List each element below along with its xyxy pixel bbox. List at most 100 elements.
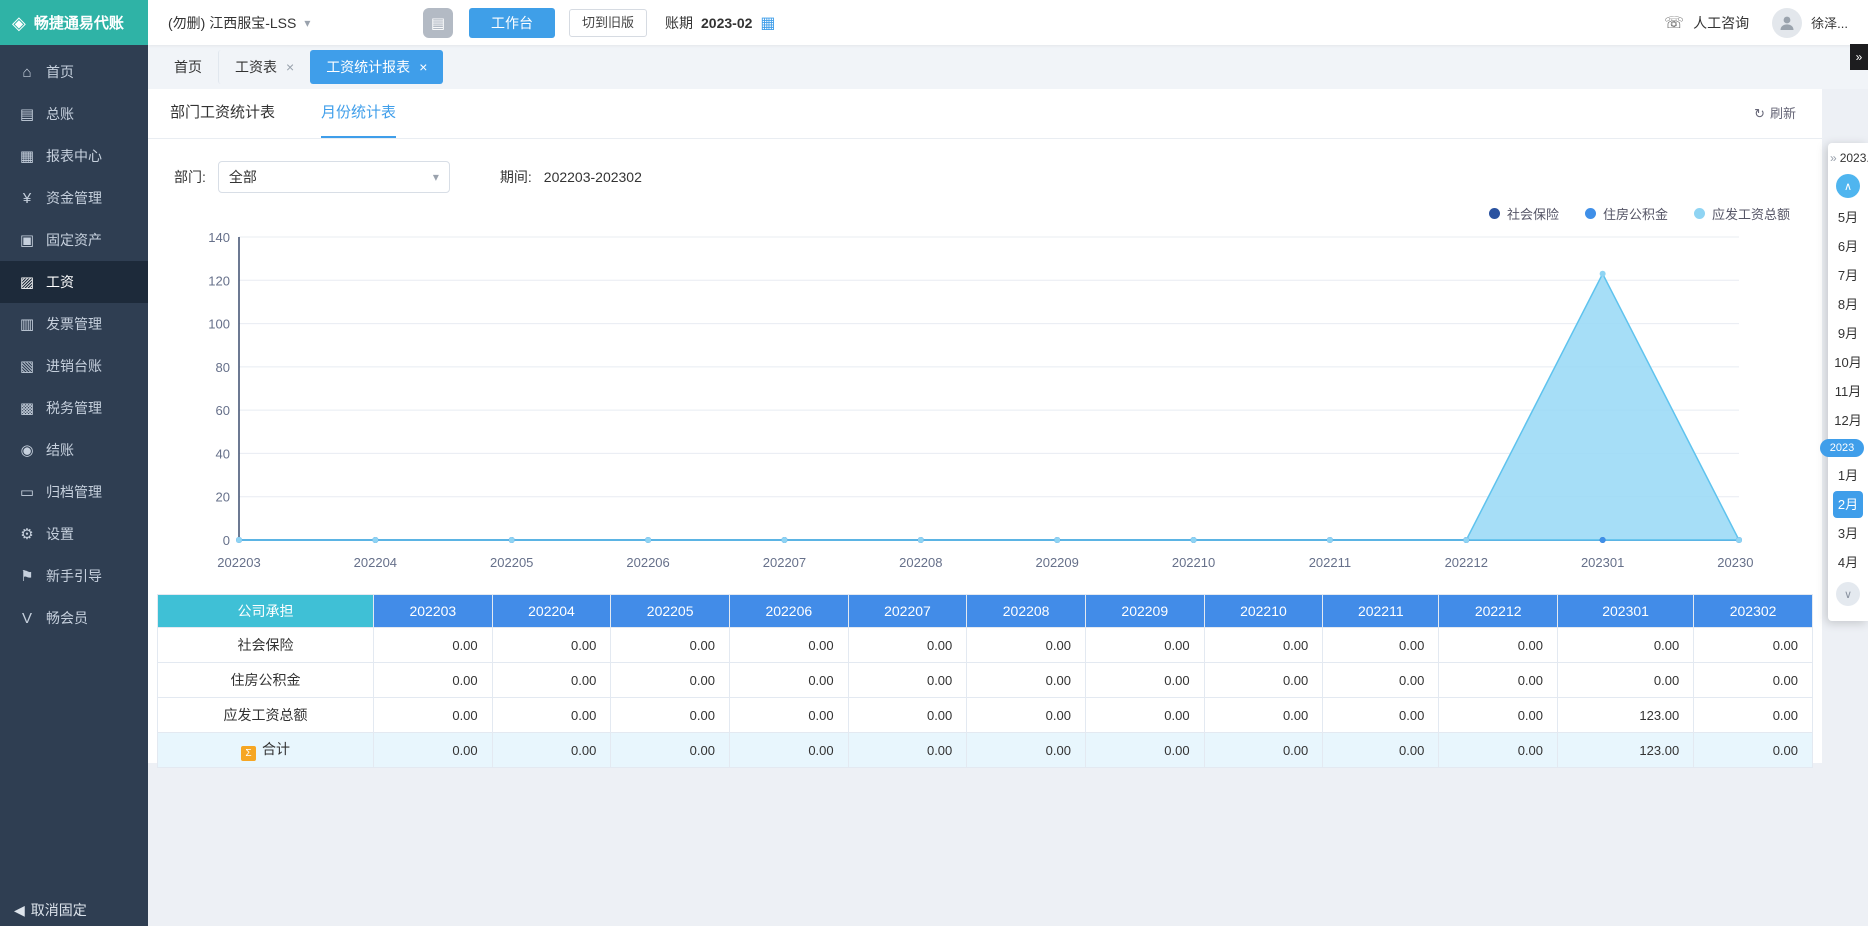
month-item[interactable]: 12月 (1834, 413, 1862, 428)
month-panel-title: 2023.0 (1839, 151, 1868, 165)
invoice-icon: ▥ (19, 316, 35, 333)
scroll-down-button[interactable]: ∨ (1836, 582, 1860, 606)
period-label: 账期 (665, 14, 694, 31)
period-value[interactable]: 2023-02 (701, 14, 753, 31)
subtab-0[interactable]: 部门工资统计表 (170, 104, 276, 121)
switch-old-version-button[interactable]: 切到旧版 (569, 8, 648, 37)
dept-select[interactable]: 全部 ▾ (217, 161, 450, 193)
legend-item[interactable]: 社会保险 (1488, 204, 1559, 223)
sum-icon: Σ (241, 746, 256, 761)
cell-value: 0.00 (1322, 627, 1440, 663)
sidebar-item-home[interactable]: ⌂ 首页 (0, 51, 148, 93)
cell-value: 0.00 (491, 627, 612, 663)
app-logo: ◈ 畅捷通易代账 (0, 0, 148, 45)
cell-value: 0.00 (610, 662, 730, 698)
close-icon[interactable]: × (286, 59, 295, 75)
sidebar-item-report-center[interactable]: ▦ 报表中心 (0, 135, 148, 177)
cell-value: 0.00 (1693, 627, 1813, 663)
calendar-icon[interactable]: ▦ (760, 14, 776, 32)
sidebar-item-guide[interactable]: ⚑ 新手引导 (0, 555, 148, 597)
legend-item[interactable]: 应发工资总额 (1693, 204, 1790, 223)
svg-text:100: 100 (208, 317, 230, 332)
sidebar-item-invoice[interactable]: ▥ 发票管理 (0, 303, 148, 345)
month-item[interactable]: 9月 (1837, 326, 1859, 341)
cell-value: 0.00 (1693, 697, 1813, 733)
cell-value: 0.00 (1693, 662, 1813, 698)
month-item[interactable]: 10月 (1834, 355, 1862, 370)
cell-value: 0.00 (1438, 732, 1558, 768)
tax-icon: ▩ (19, 400, 35, 417)
fixed-assets-icon: ▣ (19, 232, 35, 249)
sidebar-item-purchase-sales[interactable]: ▧ 进销台账 (0, 345, 148, 387)
settings-icon: ⚙ (20, 526, 34, 543)
cell-value: 0.00 (610, 732, 730, 768)
close-icon[interactable]: × (419, 59, 428, 75)
month-item[interactable]: 6月 (1837, 239, 1859, 254)
tab-0[interactable]: 首页 (158, 50, 218, 84)
sidebar-item-label: 归档管理 (46, 484, 102, 500)
svg-text:202211: 202211 (1309, 555, 1351, 570)
column-header-month: 202302 (1693, 594, 1813, 628)
month-item[interactable]: 5月 (1837, 210, 1859, 225)
tab-1[interactable]: 工资表 × (218, 50, 310, 84)
consult-link[interactable]: 人工咨询 (1693, 14, 1750, 31)
unpin-sidebar-button[interactable]: ◀ 取消固定 (14, 900, 87, 920)
month-item[interactable]: 4月 (1837, 555, 1859, 570)
sidebar-item-funds[interactable]: ¥ 资金管理 (0, 177, 148, 219)
sidebar-item-salary[interactable]: ▨ 工资 (0, 261, 148, 303)
month-item[interactable]: 11月 (1834, 384, 1862, 399)
column-header-month: 202212 (1438, 594, 1558, 628)
sidebar-item-label: 固定资产 (46, 232, 102, 248)
cell-value: 0.00 (728, 662, 849, 698)
month-item[interactable]: 2月 (1833, 491, 1863, 518)
row-label: Σ 合计 (157, 732, 374, 768)
avatar[interactable] (1772, 7, 1803, 38)
column-header-month: 202208 (966, 594, 1086, 628)
legend-dot-icon (1693, 207, 1705, 219)
sidebar-item-member[interactable]: V 畅会员 (0, 597, 148, 639)
cell-value: 0.00 (1084, 662, 1205, 698)
sidebar-item-tax[interactable]: ▩ 税务管理 (0, 387, 148, 429)
cell-value: 0.00 (373, 732, 493, 768)
month-picker-panel: » 2023.0 ∧ 5月 6月 7月 8月 9月 10月 11月 12月 2023 1月 2月 3月… (1820, 143, 1868, 621)
sidebar-item-fixed-assets[interactable]: ▣ 固定资产 (0, 219, 148, 261)
collapse-panel-icon[interactable]: » (1830, 151, 1837, 165)
svg-text:40: 40 (216, 446, 230, 461)
column-header-label: 公司承担 (157, 594, 374, 628)
sidebar-item-archive[interactable]: ▭ 归档管理 (0, 471, 148, 513)
month-item[interactable]: 8月 (1837, 297, 1859, 312)
workbench-button[interactable]: 工作台 (469, 7, 555, 38)
sidebar-item-settings[interactable]: ⚙ 设置 (0, 513, 148, 555)
unpin-label: 取消固定 (30, 902, 87, 918)
svg-text:202208: 202208 (899, 555, 942, 570)
notes-icon[interactable]: ▤ (423, 7, 453, 38)
company-select[interactable]: (勿删) 江西服宝-LSS ▾ (168, 13, 413, 33)
svg-text:202205: 202205 (490, 555, 533, 570)
dept-select-value: 全部 (228, 169, 257, 185)
general-ledger-icon: ▤ (19, 106, 35, 123)
cell-value: 0.00 (610, 627, 730, 663)
username[interactable]: 徐泽... (1811, 16, 1848, 31)
panel-expand-handle[interactable]: » (1850, 44, 1868, 70)
subtab-1[interactable]: 月份统计表 (321, 89, 397, 138)
guide-icon: ⚑ (20, 568, 34, 585)
month-item[interactable]: 1月 (1837, 468, 1859, 483)
refresh-button[interactable]: ↻ 刷新 (1754, 89, 1796, 139)
cell-value: 0.00 (1203, 627, 1324, 663)
sidebar-item-general-ledger[interactable]: ▤ 总账 (0, 93, 148, 135)
cell-value: 0.00 (491, 697, 612, 733)
scroll-up-button[interactable]: ∧ (1836, 174, 1860, 198)
cell-value: 0.00 (966, 627, 1086, 663)
closing-icon: ◉ (20, 442, 34, 459)
sidebar-item-closing[interactable]: ◉ 结账 (0, 429, 148, 471)
legend-item[interactable]: 住房公积金 (1584, 204, 1668, 223)
chart-legend: 社会保险 住房公积金 应发工资总额 (174, 201, 1796, 225)
month-item[interactable]: 7月 (1837, 268, 1859, 283)
month-item[interactable]: 3月 (1837, 526, 1859, 541)
column-header-month: 202206 (728, 594, 849, 628)
sidebar-item-label: 工资 (46, 274, 74, 290)
legend-label: 应发工资总额 (1711, 206, 1790, 222)
column-header-month: 202209 (1084, 594, 1205, 628)
tab-2[interactable]: 工资统计报表 × (310, 50, 444, 84)
cell-value: 0.00 (847, 732, 968, 768)
